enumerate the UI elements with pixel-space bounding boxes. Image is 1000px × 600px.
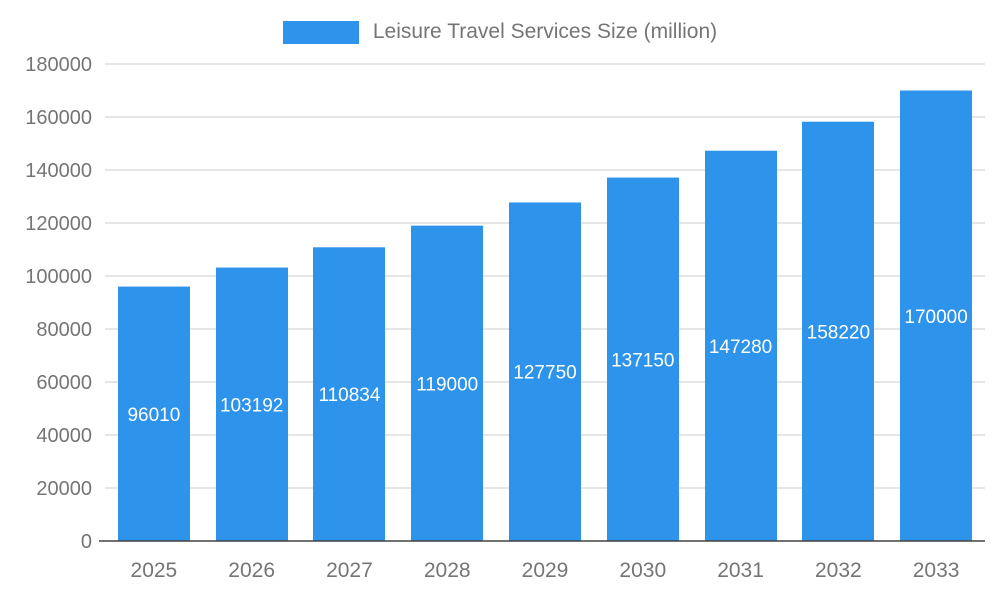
bar[interactable] <box>705 150 777 541</box>
y-axis-tick-label: 20000 <box>36 478 92 500</box>
legend-swatch-icon <box>282 20 359 44</box>
bar[interactable] <box>118 286 190 541</box>
y-axis-tick-label: 40000 <box>36 425 92 447</box>
legend-label: Leisure Travel Services Size (million) <box>372 20 718 43</box>
bar[interactable] <box>313 247 385 541</box>
bar-value-label: 103192 <box>220 395 283 416</box>
x-axis-tick-label: 2025 <box>131 559 178 582</box>
x-axis-tick-label: 2033 <box>913 559 960 582</box>
y-axis-tick-label: 160000 <box>25 107 92 129</box>
bar[interactable] <box>411 225 483 541</box>
bar[interactable] <box>802 121 874 541</box>
y-axis-tick-label: 100000 <box>25 266 92 288</box>
bar-value-label: 119000 <box>416 374 478 395</box>
bar[interactable] <box>607 177 679 542</box>
bar[interactable] <box>900 90 972 542</box>
bar-value-label: 96010 <box>127 405 180 426</box>
x-axis-tick-label: 2026 <box>228 559 275 582</box>
y-axis-tick-label: 80000 <box>36 319 92 341</box>
bar-value-label: 158220 <box>807 322 870 343</box>
y-axis-tick-label: 180000 <box>25 54 92 76</box>
y-axis-tick-label: 140000 <box>25 160 92 182</box>
chart-legend: Leisure Travel Services Size (million) <box>0 18 1000 46</box>
bar-value-label: 170000 <box>904 307 967 328</box>
bar-value-label: 127750 <box>513 363 576 384</box>
x-axis-tick-label: 2029 <box>522 559 569 582</box>
x-axis-tick-label: 2028 <box>424 559 471 582</box>
y-axis-tick-label: 0 <box>81 531 92 553</box>
bar-value-label: 110834 <box>318 385 380 406</box>
bar-value-label: 137150 <box>611 350 674 371</box>
x-axis-tick-label: 2031 <box>717 559 764 582</box>
bar[interactable] <box>216 267 288 541</box>
bar[interactable] <box>509 202 581 541</box>
y-axis-tick-label: 120000 <box>25 213 92 235</box>
x-axis-tick-label: 2032 <box>815 559 862 582</box>
y-axis-tick-label: 60000 <box>36 372 92 394</box>
x-axis-tick-label: 2027 <box>326 559 373 582</box>
x-axis-tick-label: 2030 <box>619 559 666 582</box>
bar-value-label: 147280 <box>709 337 772 358</box>
